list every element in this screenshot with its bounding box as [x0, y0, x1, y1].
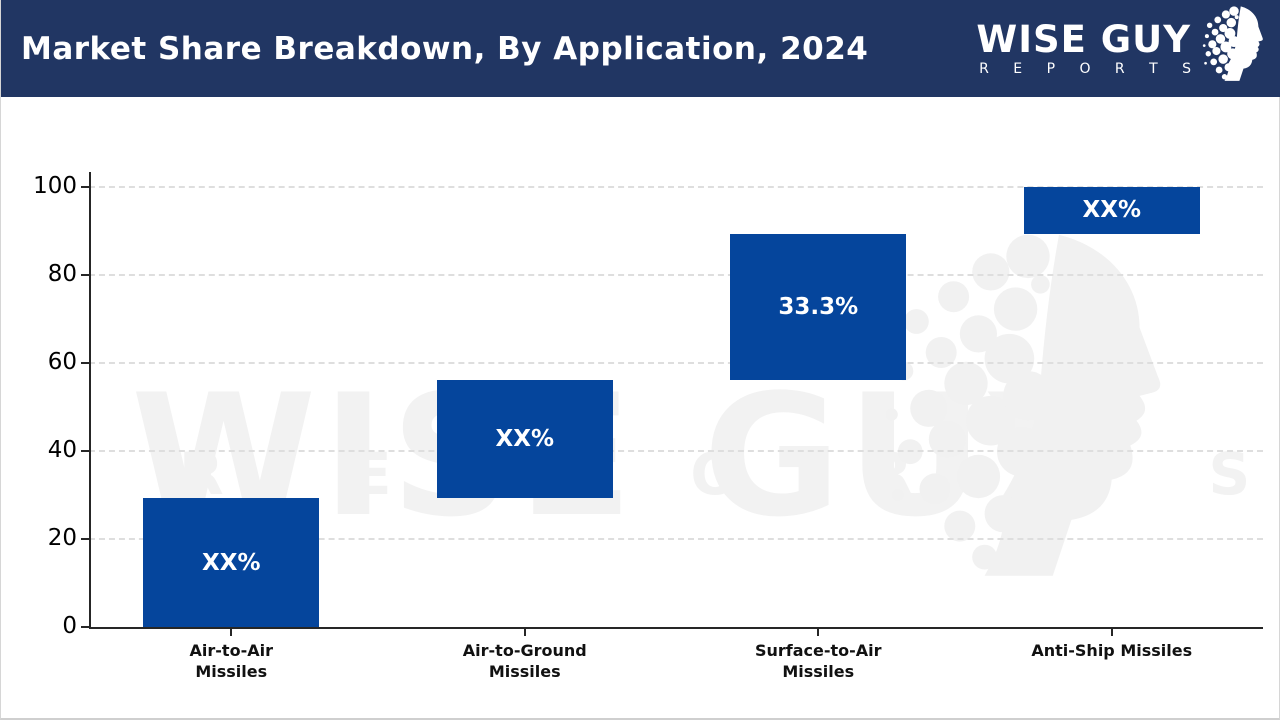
y-tick-0: [81, 626, 89, 628]
category-label-air-to-air-missiles: Air-to-Air Missiles: [189, 641, 273, 681]
y-tick-label-20: 20: [47, 525, 77, 551]
bar-value-label: XX%: [1082, 197, 1141, 224]
bar-anti-ship-missiles: XX%: [1023, 187, 1200, 234]
y-tick-80: [81, 274, 89, 276]
bar-air-to-air-missiles: XX%: [143, 498, 320, 627]
bar-value-label: 33.3%: [778, 293, 859, 320]
gridline-60: [89, 362, 1263, 364]
gridline-80: [89, 274, 1263, 276]
x-tick-anti-ship-missiles: [1110, 629, 1113, 636]
bar-surface-to-air-missiles: 33.3%: [730, 233, 907, 381]
y-tick-100: [81, 186, 89, 188]
y-tick-label-60: 60: [47, 349, 77, 375]
y-tick-label-100: 100: [33, 173, 77, 199]
gridline-100: [89, 186, 1263, 188]
category-label-surface-to-air-missiles: Surface-to-Air Missiles: [754, 641, 882, 681]
bar-air-to-ground-missiles: XX%: [436, 380, 613, 499]
gridline-40: [89, 450, 1263, 452]
x-tick-air-to-air-missiles: [230, 629, 233, 636]
y-tick-20: [81, 538, 89, 540]
y-tick-label-40: 40: [47, 437, 77, 463]
logo-subtitle: R E P O R T S: [979, 61, 1201, 77]
waterfall-chart: WISE GUY R E P O R T S 0 20 40 60 80 100 XX% Ai…: [1, 97, 1280, 717]
watermark-head-icon: [873, 215, 1183, 645]
category-label-anti-ship-missiles: Anti-Ship Missiles: [1031, 641, 1193, 660]
bar-value-label: XX%: [495, 426, 554, 453]
bar-value-label: XX%: [201, 549, 261, 576]
logo-text: WISE GUY R E P O R T S: [976, 21, 1191, 77]
y-tick-label-0: 0: [62, 613, 77, 639]
gridline-20: [89, 538, 1263, 540]
wise-guy-logo: WISE GUY R E P O R T S: [976, 4, 1273, 94]
page-title: Market Share Breakdown, By Application, …: [21, 30, 869, 67]
y-tick-60: [81, 362, 89, 364]
dotted-head-icon: [1195, 5, 1273, 93]
x-tick-surface-to-air-missiles: [817, 629, 820, 636]
x-tick-air-to-ground-missiles: [523, 629, 526, 636]
logo-wordmark: WISE GUY: [976, 18, 1191, 61]
header-bar: Market Share Breakdown, By Application, …: [1, 0, 1280, 97]
y-tick-40: [81, 450, 89, 452]
y-axis-line: [89, 172, 91, 629]
y-tick-label-80: 80: [47, 261, 77, 287]
category-label-air-to-ground-missiles: Air-to-Ground Missiles: [462, 641, 587, 681]
x-axis-line: [89, 627, 1263, 629]
